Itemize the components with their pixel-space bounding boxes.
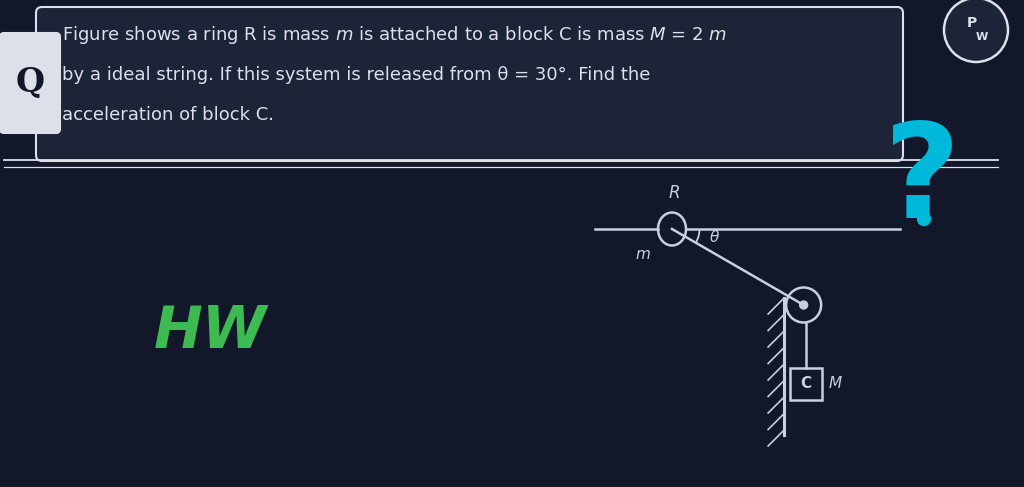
FancyBboxPatch shape xyxy=(0,33,60,133)
Circle shape xyxy=(944,0,1008,62)
Text: R: R xyxy=(669,184,680,202)
Text: acceleration of block C.: acceleration of block C. xyxy=(62,106,274,124)
Circle shape xyxy=(800,301,808,309)
Text: HW: HW xyxy=(154,303,266,360)
Text: m: m xyxy=(635,247,650,262)
Text: M: M xyxy=(828,376,842,391)
Text: θ: θ xyxy=(710,230,720,245)
Circle shape xyxy=(918,212,931,225)
Text: Figure shows a ring R is mass $m$ is attached to a block C is mass $M$ = 2 $m$: Figure shows a ring R is mass $m$ is att… xyxy=(62,24,727,46)
Text: W: W xyxy=(976,32,988,42)
Text: P: P xyxy=(967,16,977,30)
Bar xyxy=(791,368,822,399)
Text: C: C xyxy=(801,376,812,391)
FancyBboxPatch shape xyxy=(36,7,903,161)
Text: by a ideal string. If this system is released from θ = 30°. Find the: by a ideal string. If this system is rel… xyxy=(62,66,650,84)
Text: ?: ? xyxy=(884,118,961,245)
Text: Q: Q xyxy=(15,67,44,99)
